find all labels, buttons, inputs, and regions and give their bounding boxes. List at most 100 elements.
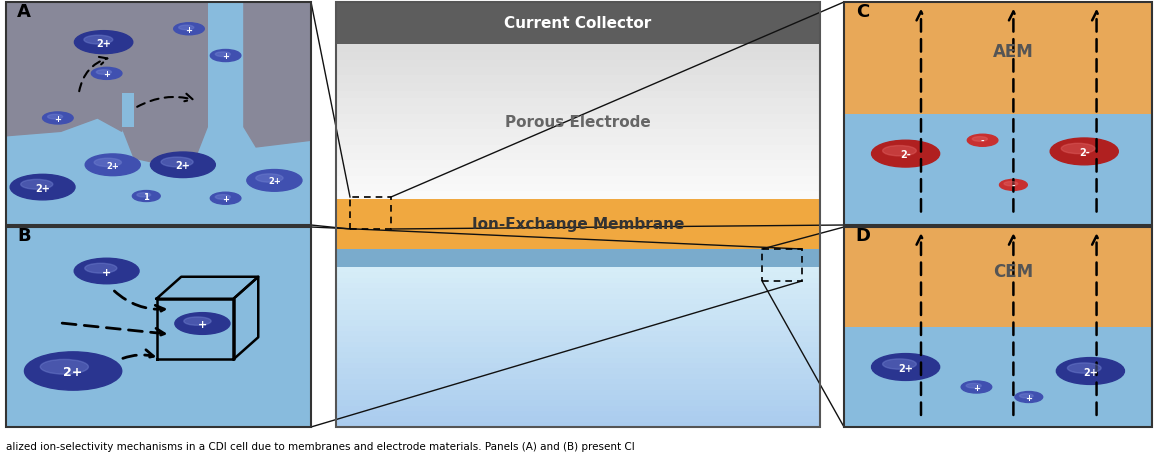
Circle shape	[872, 141, 939, 168]
Bar	[336, 52, 820, 61]
Bar	[336, 192, 820, 200]
Bar	[336, 76, 820, 84]
Bar	[336, 91, 820, 99]
Bar	[336, 267, 820, 273]
Ellipse shape	[966, 384, 981, 388]
Ellipse shape	[137, 193, 151, 197]
Bar	[336, 153, 820, 161]
Ellipse shape	[1068, 363, 1101, 374]
Circle shape	[1056, 358, 1124, 384]
Text: B: B	[17, 227, 31, 244]
Polygon shape	[6, 3, 122, 136]
Bar	[336, 389, 820, 395]
Bar	[336, 315, 820, 321]
Circle shape	[1050, 139, 1119, 166]
Ellipse shape	[973, 137, 988, 142]
Text: +: +	[185, 25, 192, 35]
Bar	[336, 325, 820, 331]
Bar	[336, 106, 820, 115]
Bar	[336, 416, 820, 422]
Text: 2-: 2-	[900, 150, 911, 160]
Bar	[336, 184, 820, 192]
Text: 2+: 2+	[267, 177, 281, 186]
Bar	[336, 176, 820, 184]
Text: -: -	[981, 137, 984, 146]
Ellipse shape	[215, 53, 230, 57]
Text: +: +	[54, 115, 61, 123]
Text: +: +	[102, 267, 111, 277]
Circle shape	[175, 313, 230, 334]
Circle shape	[872, 354, 939, 380]
Bar	[336, 394, 820, 400]
Text: 2+: 2+	[1083, 367, 1098, 377]
Bar	[6, 228, 312, 427]
Ellipse shape	[94, 159, 122, 167]
Text: Current Collector: Current Collector	[505, 16, 652, 31]
Bar	[336, 374, 820, 379]
Bar	[336, 304, 820, 310]
Bar	[336, 400, 820, 406]
Bar	[6, 3, 312, 226]
Bar	[336, 293, 820, 299]
Bar	[350, 197, 391, 229]
Bar	[336, 3, 820, 45]
Bar	[336, 99, 820, 107]
Bar	[336, 379, 820, 384]
Bar	[336, 68, 820, 76]
Circle shape	[24, 352, 122, 390]
Text: alized ion-selectivity mechanisms in a CDI cell due to membranes and electrode m: alized ion-selectivity mechanisms in a C…	[6, 441, 635, 451]
Text: 2+: 2+	[107, 162, 119, 171]
Circle shape	[74, 31, 133, 55]
Bar	[336, 299, 820, 305]
Ellipse shape	[83, 36, 112, 45]
Bar	[844, 3, 1152, 114]
Text: +: +	[1025, 393, 1032, 402]
Text: 1: 1	[144, 192, 149, 202]
Bar	[6, 228, 312, 427]
Text: CEM: CEM	[994, 263, 1033, 280]
Ellipse shape	[21, 180, 53, 190]
Text: +: +	[973, 383, 980, 392]
Text: 2+: 2+	[64, 366, 82, 379]
Bar	[844, 228, 1152, 327]
Bar	[336, 405, 820, 411]
Text: A: A	[17, 3, 31, 21]
Ellipse shape	[96, 71, 111, 75]
Text: +: +	[222, 52, 229, 61]
Bar	[336, 249, 820, 268]
Text: Porous Electrode: Porous Electrode	[505, 115, 651, 130]
Bar	[336, 336, 820, 342]
Ellipse shape	[85, 264, 117, 273]
Bar	[336, 83, 820, 91]
Text: 2+: 2+	[96, 39, 111, 49]
Bar	[844, 114, 1152, 226]
Ellipse shape	[1019, 394, 1033, 398]
Text: 2-: 2-	[1079, 148, 1090, 158]
Bar	[844, 3, 1152, 226]
Bar	[336, 352, 820, 358]
Bar	[336, 309, 820, 315]
Circle shape	[43, 113, 73, 125]
Ellipse shape	[41, 359, 88, 374]
Text: D: D	[855, 227, 870, 244]
Ellipse shape	[47, 115, 63, 120]
Text: Ion-Exchange Membrane: Ion-Exchange Membrane	[471, 217, 684, 232]
Circle shape	[74, 258, 139, 284]
Bar	[336, 421, 820, 427]
Circle shape	[132, 191, 160, 202]
Text: -: -	[1012, 181, 1016, 190]
Ellipse shape	[256, 174, 283, 183]
Text: 2+: 2+	[899, 363, 913, 373]
Polygon shape	[244, 3, 312, 147]
Bar	[336, 278, 820, 283]
Bar	[336, 272, 820, 278]
Bar	[336, 347, 820, 353]
Bar	[336, 137, 820, 146]
Circle shape	[10, 175, 75, 200]
Bar	[336, 358, 820, 363]
Circle shape	[961, 381, 991, 393]
Text: C: C	[856, 3, 870, 21]
Circle shape	[247, 170, 302, 192]
Circle shape	[211, 193, 241, 205]
Ellipse shape	[882, 146, 916, 157]
